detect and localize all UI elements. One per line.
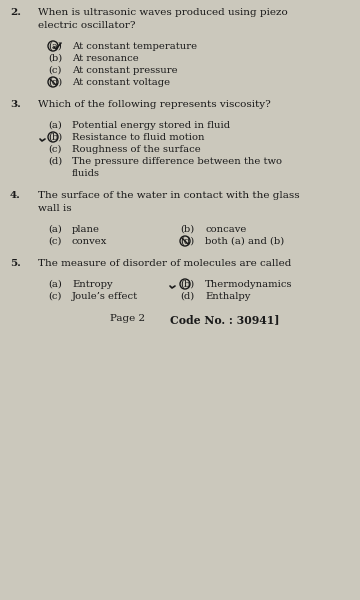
Text: convex: convex (72, 237, 107, 246)
Text: 4.: 4. (10, 191, 21, 200)
Text: The measure of disorder of molecules are called: The measure of disorder of molecules are… (38, 259, 291, 268)
Text: wall is: wall is (38, 204, 72, 213)
Text: (a): (a) (48, 280, 62, 289)
Text: 3.: 3. (10, 100, 21, 109)
Text: (c): (c) (48, 145, 62, 154)
Text: (c): (c) (48, 66, 62, 75)
Text: fluids: fluids (72, 169, 100, 178)
Text: 5.: 5. (10, 259, 21, 268)
Text: (b): (b) (48, 133, 62, 142)
Text: At constant temperature: At constant temperature (72, 42, 197, 51)
Text: Which of the following represents viscosity?: Which of the following represents viscos… (38, 100, 271, 109)
Text: (a): (a) (48, 121, 62, 130)
Text: (b): (b) (180, 280, 194, 289)
Text: Enthalpy: Enthalpy (205, 292, 250, 301)
Text: both (a) and (b): both (a) and (b) (205, 237, 284, 246)
Text: Resistance to fluid motion: Resistance to fluid motion (72, 133, 204, 142)
Text: Joule’s effect: Joule’s effect (72, 292, 138, 301)
Text: electric oscillator?: electric oscillator? (38, 21, 135, 30)
Text: (b): (b) (48, 54, 62, 63)
Text: concave: concave (205, 225, 246, 234)
Text: (d): (d) (48, 78, 62, 87)
Text: At resonance: At resonance (72, 54, 139, 63)
Text: Page 2: Page 2 (110, 314, 145, 323)
Text: (a): (a) (48, 42, 62, 51)
Text: 2.: 2. (10, 8, 21, 17)
Text: (c): (c) (48, 237, 62, 246)
Text: The surface of the water in contact with the glass: The surface of the water in contact with… (38, 191, 300, 200)
Text: At constant voltage: At constant voltage (72, 78, 170, 87)
Text: (d): (d) (180, 237, 194, 246)
Text: Potential energy stored in fluid: Potential energy stored in fluid (72, 121, 230, 130)
Text: The pressure difference between the two: The pressure difference between the two (72, 157, 282, 166)
Text: Roughness of the surface: Roughness of the surface (72, 145, 201, 154)
Text: Thermodynamics: Thermodynamics (205, 280, 292, 289)
Text: When is ultrasonic waves produced using piezo: When is ultrasonic waves produced using … (38, 8, 288, 17)
Text: (b): (b) (180, 225, 194, 234)
Text: plane: plane (72, 225, 100, 234)
Text: Entropy: Entropy (72, 280, 113, 289)
Text: (d): (d) (180, 292, 194, 301)
Text: (c): (c) (48, 292, 62, 301)
Text: (a): (a) (48, 225, 62, 234)
Text: Code No. : 30941]: Code No. : 30941] (170, 314, 279, 325)
Text: At constant pressure: At constant pressure (72, 66, 177, 75)
Text: (d): (d) (48, 157, 62, 166)
